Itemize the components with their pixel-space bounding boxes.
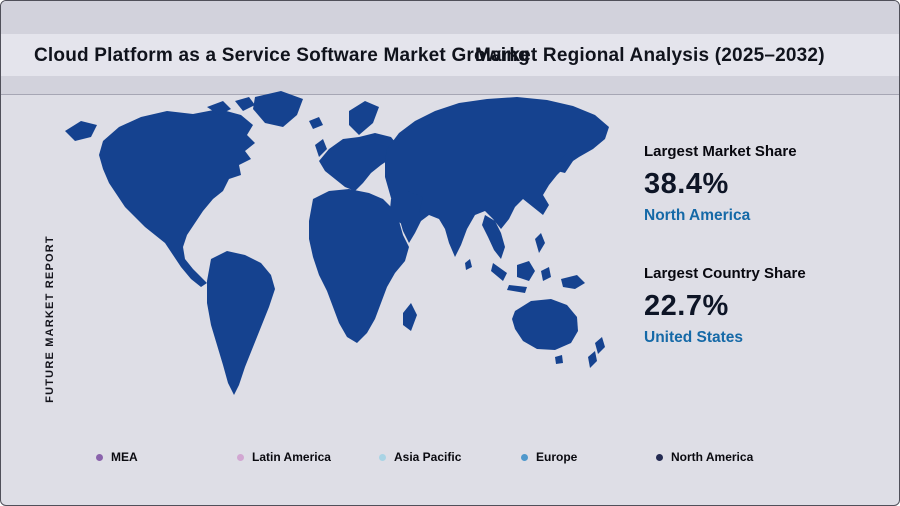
stat-largest-market-share: Largest Market Share 38.4% North America	[644, 143, 797, 225]
legend-dot-mea	[96, 453, 103, 461]
stat-region: North America	[644, 207, 751, 224]
legend-dot-latin-america	[237, 453, 244, 461]
legend-label: MEA	[111, 450, 138, 464]
legend-label: Asia Pacific	[394, 450, 462, 464]
stat-largest-country-share: Largest Country Share 22.7% United State…	[644, 265, 806, 347]
stat-label: Largest Market Share	[644, 143, 797, 160]
world-map	[65, 91, 609, 395]
legend: MEA Latin America Asia Pacific Europe No…	[1, 449, 899, 469]
legend-dot-europe	[521, 453, 528, 461]
legend-label: Latin America	[252, 450, 331, 464]
stat-region: United States	[644, 329, 744, 346]
title-strip	[1, 34, 899, 76]
page-title-right: Market Regional Analysis (2025–2032)	[475, 45, 825, 66]
legend-item-mea: MEA	[96, 449, 138, 465]
world-map-landmass	[65, 91, 609, 395]
legend-label: North America	[671, 450, 754, 464]
legend-item-north-america: North America	[656, 449, 753, 465]
legend-item-europe: Europe	[521, 449, 577, 465]
page-title-left: Cloud Platform as a Service Software Mar…	[34, 45, 530, 66]
stat-label: Largest Country Share	[644, 265, 806, 282]
legend-label: Europe	[536, 450, 578, 464]
legend-dot-north-america	[656, 453, 663, 461]
legend-dot-asia-pacific	[379, 453, 386, 461]
stat-value: 22.7%	[644, 290, 729, 322]
legend-item-latin-america: Latin America	[237, 449, 331, 465]
brand-watermark: FUTURE MARKET REPORT	[44, 235, 56, 403]
legend-item-asia-pacific: Asia Pacific	[379, 449, 461, 465]
stat-value: 38.4%	[644, 168, 729, 200]
